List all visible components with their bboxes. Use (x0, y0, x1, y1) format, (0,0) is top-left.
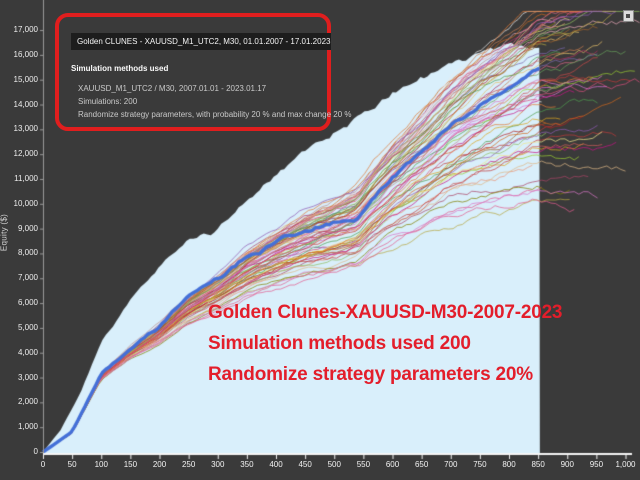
y-tick-label: 11,000 (14, 173, 38, 183)
chart-caption: Golden Clunes-XAUUSD-M30-2007-2023 Simul… (208, 297, 563, 390)
x-tick-label: 250 (181, 460, 196, 469)
x-tick-label: 400 (269, 460, 283, 469)
y-tick-label: 15,000 (13, 74, 38, 84)
info-line-randomize: Randomize strategy parameters, with prob… (78, 110, 352, 119)
y-tick-label: 12,000 (13, 149, 38, 159)
x-tick-label: 0 (40, 460, 46, 469)
y-tick-label: 8,000 (17, 248, 38, 258)
x-tick-label: 850 (531, 460, 545, 469)
y-tick-label: 9,000 (17, 223, 38, 233)
y-tick-label: 10,000 (13, 198, 38, 208)
x-tick-label: 900 (560, 460, 574, 469)
y-tick-label: 4,000 (17, 347, 38, 357)
x-tick-label: 600 (385, 460, 400, 469)
caption-line-1: Golden Clunes-XAUUSD-M30-2007-2023 (208, 302, 563, 323)
x-tick-label: 150 (123, 460, 138, 469)
info-line-symbol: XAUUSD_M1_UTC2 / M30, 2007.01.01 - 2023.… (78, 84, 267, 93)
y-tick-label: 17,000 (13, 25, 38, 35)
x-tick-label: 350 (240, 460, 254, 469)
y-tick-label: 6,000 (17, 298, 38, 308)
y-tick-label: 7,000 (17, 273, 38, 283)
y-tick-label: 13,000 (13, 124, 38, 134)
y-tick-label: 3,000 (17, 372, 38, 382)
info-box-title[interactable]: Golden CLUNES - XAUUSD_M1_UTC2, M30, 01.… (71, 33, 331, 50)
info-box-heading: Simulation methods used (71, 64, 169, 73)
x-tick-label: 550 (356, 460, 371, 469)
caption-line-3: Randomize strategy parameters 20% (208, 364, 533, 385)
y-tick-label: 0 (33, 447, 38, 456)
x-tick-label: 1,000 (615, 460, 636, 469)
y-tick-label: 14,000 (13, 99, 38, 109)
x-tick-label: 500 (327, 460, 341, 469)
y-tick-label: 16,000 (13, 49, 38, 59)
simulation-info-box: Golden CLUNES - XAUUSD_M1_UTC2, M30, 01.… (55, 13, 352, 131)
x-tick-label: 650 (414, 460, 429, 469)
y-tick-label: 1,000 (17, 422, 38, 432)
y-tick-label: 2,000 (17, 397, 38, 407)
x-tick-label: 700 (444, 460, 458, 469)
x-tick-label: 100 (94, 460, 108, 469)
chart-tool-icon[interactable] (623, 10, 634, 22)
x-tick-label: 300 (211, 460, 225, 469)
x-tick-label: 200 (152, 460, 167, 469)
x-tick-label: 800 (502, 460, 516, 469)
x-tick-label: 450 (298, 460, 312, 469)
x-tick-label: 750 (473, 460, 487, 469)
caption-line-2: Simulation methods used 200 (208, 333, 471, 354)
x-tick-label: 50 (67, 460, 77, 469)
info-box-details: XAUUSD_M1_UTC2 / M30, 2007.01.01 - 2023.… (78, 82, 352, 121)
info-line-simulations: Simulations: 200 (78, 97, 138, 106)
y-tick-label: 5,000 (17, 322, 38, 332)
x-tick-label: 950 (589, 460, 604, 469)
